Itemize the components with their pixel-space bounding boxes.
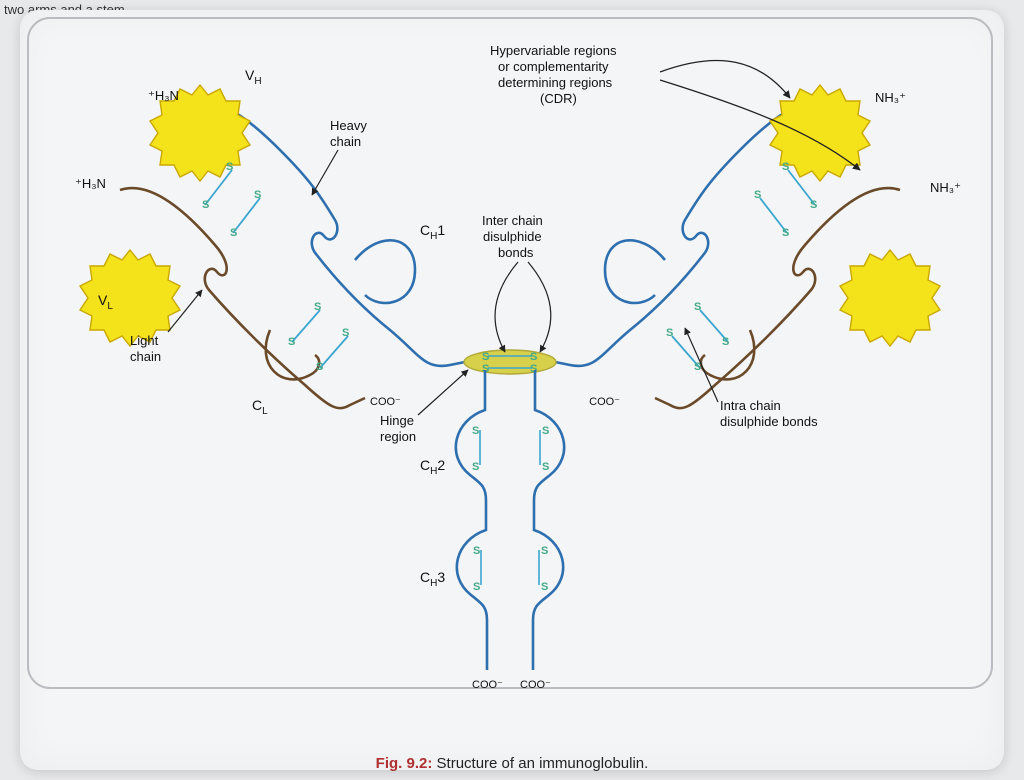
immunoglobulin-diagram: S S S S S S S S COO⁻ ⁺H₃N ⁺H₃N S S S S S S S S C…: [20, 10, 1000, 710]
label-heavy-chain: Heavy chain: [330, 118, 370, 149]
arrow-intra-ss: [685, 328, 718, 402]
label-vh: VH: [245, 67, 262, 87]
heavy-stem-left: [456, 370, 487, 670]
svg-text:S: S: [473, 545, 480, 557]
svg-text:S: S: [472, 425, 479, 437]
label-ch3: CH3: [420, 569, 445, 589]
svg-text:S: S: [226, 161, 233, 173]
svg-text:S: S: [542, 425, 549, 437]
figure-caption-text: Structure of an immunoglobulin.: [437, 755, 649, 772]
svg-text:S: S: [694, 301, 701, 313]
svg-text:S: S: [666, 327, 673, 339]
ch1-loop-left: [355, 240, 415, 303]
coo-stem-right: COO⁻: [520, 679, 551, 691]
arrow-inter-ss-1: [495, 262, 518, 352]
svg-text:S: S: [202, 199, 209, 211]
ch1-loop-right: [605, 240, 665, 303]
svg-text:S: S: [342, 327, 349, 339]
svg-text:S: S: [472, 461, 479, 473]
label-cdr: Hypervariable regions or complementarity…: [490, 43, 620, 106]
figure-caption: Fig. 9.2: Structure of an immunoglobulin…: [0, 755, 1024, 772]
svg-text:S: S: [230, 227, 237, 239]
label-ch1: CH1: [420, 222, 445, 242]
stem-ss: [480, 430, 540, 585]
svg-text:S: S: [782, 227, 789, 239]
label-hinge: Hinge region: [380, 413, 418, 444]
svg-text:S: S: [530, 351, 537, 363]
label-inter-ss: Inter chain disulphide bonds: [482, 213, 546, 260]
svg-text:S: S: [254, 189, 261, 201]
arrow-hinge: [418, 370, 468, 415]
label-ch2: CH2: [420, 457, 445, 477]
svg-text:S: S: [482, 351, 489, 363]
nh3-left-heavy: ⁺H₃N: [148, 88, 179, 103]
cdr-blob-left-light: [80, 250, 180, 346]
svg-text:S: S: [782, 161, 789, 173]
label-intra-ss: Intra chain disulphide bonds: [720, 398, 818, 429]
coo-right-light: COO⁻: [589, 396, 620, 408]
nh3-right-light: NH₃⁺: [930, 180, 961, 195]
svg-text:S: S: [316, 361, 323, 373]
svg-text:S: S: [754, 189, 761, 201]
svg-text:S: S: [288, 336, 295, 348]
coo-stem-left: COO⁻: [472, 679, 503, 691]
arrow-inter-ss-2: [528, 262, 551, 352]
svg-text:S: S: [722, 336, 729, 348]
svg-text:S: S: [541, 545, 548, 557]
coo-left-light: COO⁻: [370, 396, 401, 408]
nh3-right-heavy: NH₃⁺: [875, 90, 906, 105]
svg-text:S: S: [314, 301, 321, 313]
hinge-plate: [464, 350, 556, 374]
cdr-blob-right-light: [840, 250, 940, 346]
heavy-stem-right: [533, 370, 564, 670]
svg-text:S: S: [541, 581, 548, 593]
svg-text:S: S: [542, 461, 549, 473]
arrow-heavy-chain: [312, 150, 338, 195]
ss-letters-right: SS SS SS SS: [666, 161, 817, 373]
arrow-cdr-1: [660, 60, 790, 98]
svg-text:S: S: [810, 199, 817, 211]
nh3-left-light: ⁺H₃N: [75, 176, 106, 191]
figure-frame: S S S S S S S S COO⁻ ⁺H₃N ⁺H₃N S S S S S S S S C…: [20, 10, 1004, 770]
label-cl: CL: [252, 397, 268, 417]
figure-number: Fig. 9.2:: [376, 755, 433, 772]
svg-text:S: S: [473, 581, 480, 593]
label-light-chain: Light chain: [130, 333, 162, 364]
